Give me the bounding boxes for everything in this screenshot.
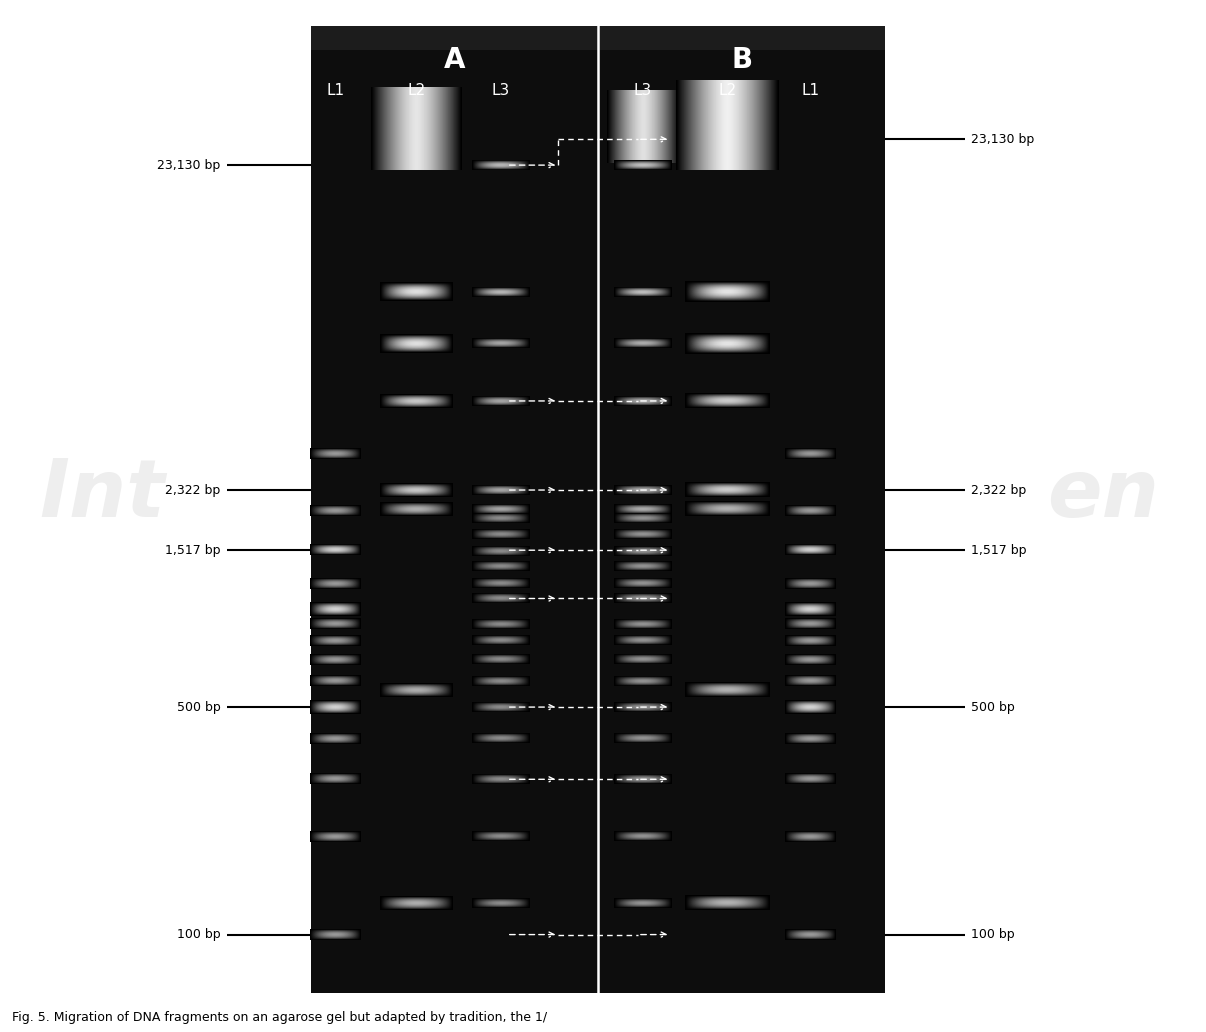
Text: 23,130 bp: 23,130 bp — [971, 133, 1034, 146]
Text: Fig. 5. Migration of DNA fragments on an agarose gel but adapted by tradition, t: Fig. 5. Migration of DNA fragments on an… — [12, 1011, 548, 1024]
Text: en: en — [1048, 456, 1159, 535]
Text: 1,517 bp: 1,517 bp — [165, 544, 221, 556]
Text: 23,130 bp: 23,130 bp — [158, 159, 221, 171]
Text: B: B — [731, 45, 753, 74]
Bar — [598, 26, 885, 993]
Bar — [598, 26, 885, 50]
Text: L1: L1 — [801, 84, 820, 98]
Text: L3: L3 — [633, 84, 652, 98]
Text: 500 bp: 500 bp — [177, 701, 221, 713]
Text: L3: L3 — [491, 84, 510, 98]
Text: 500 bp: 500 bp — [971, 701, 1014, 713]
Text: L1: L1 — [326, 84, 345, 98]
Text: 1,517 bp: 1,517 bp — [971, 544, 1026, 556]
Text: A: A — [444, 45, 466, 74]
Text: 100 bp: 100 bp — [971, 928, 1014, 941]
Text: L2: L2 — [406, 84, 426, 98]
Text: 2,322 bp: 2,322 bp — [971, 484, 1026, 496]
Text: Int: Int — [40, 456, 165, 535]
Text: L2: L2 — [718, 84, 737, 98]
Text: 100 bp: 100 bp — [177, 928, 221, 941]
Bar — [311, 26, 598, 993]
Bar — [311, 26, 598, 50]
Text: 2,322 bp: 2,322 bp — [165, 484, 221, 496]
